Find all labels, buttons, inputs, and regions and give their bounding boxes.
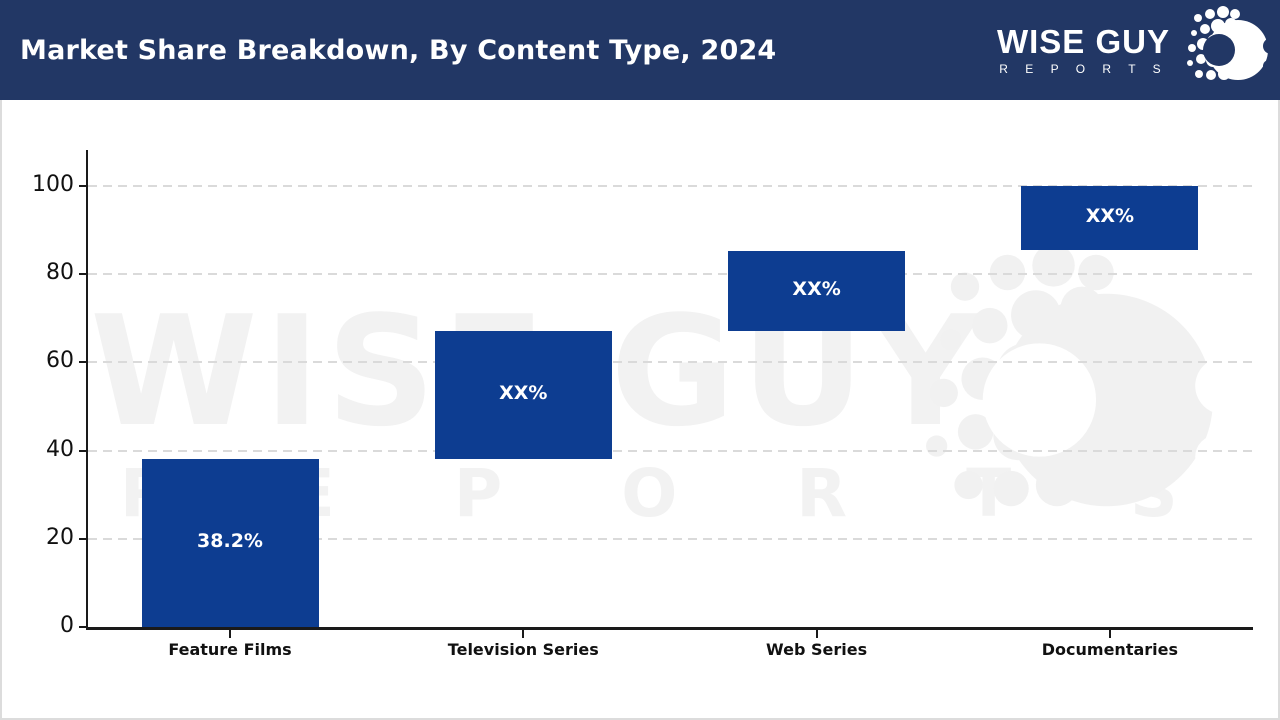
logo-head-icon [1187, 6, 1270, 80]
bar-1: XX% [434, 330, 612, 459]
y-tick-80 [79, 273, 86, 276]
gridline-y-20 [88, 537, 1253, 540]
bar-value-label-1: XX% [499, 381, 548, 404]
bar-2: XX% [728, 250, 906, 331]
frame-border-bottom [0, 718, 1280, 720]
y-tick-label-20: 20 [46, 524, 74, 550]
frame-border-right [1278, 100, 1280, 720]
gridline-y-100 [88, 185, 1253, 187]
gridline-y-80 [88, 273, 1253, 276]
y-tick-100 [79, 185, 86, 187]
header-bar: Market Share Breakdown, By Content Type,… [0, 0, 1280, 100]
y-axis-line [86, 150, 88, 630]
y-tick-20 [79, 537, 86, 540]
wiseguy-logo: WISE GUY R E P O R T S [997, 4, 1270, 96]
y-tick-label-100: 100 [32, 172, 74, 197]
bar-value-label-3: XX% [1085, 204, 1135, 227]
logo-wordmark-block: WISE GUY R E P O R T S [996, 23, 1170, 77]
x-tick-2 [815, 630, 818, 638]
y-tick-label-80: 80 [46, 260, 74, 286]
x-axis-line [86, 627, 1253, 630]
bar-3: XX% [1021, 186, 1199, 250]
x-tick-1 [522, 630, 525, 638]
bar-value-label-0: 38.2% [197, 529, 263, 552]
x-tick-3 [1108, 630, 1111, 638]
bar-0: 38.2% [141, 458, 319, 627]
gridline-y-60 [88, 361, 1253, 364]
page-title: Market Share Breakdown, By Content Type,… [20, 34, 777, 66]
x-category-label-1: Television Series [447, 640, 599, 659]
x-tick-0 [229, 630, 231, 638]
watermark-head-icon [926, 244, 1220, 507]
y-tick-60 [79, 361, 86, 364]
y-tick-label-40: 40 [46, 436, 74, 462]
x-category-label-0: Feature Films [168, 640, 292, 659]
y-tick-40 [79, 449, 86, 452]
bar-value-label-2: XX% [792, 277, 841, 300]
y-tick-label-0: 0 [60, 613, 74, 638]
x-category-label-2: Web Series [766, 640, 868, 659]
logo-subtext: R E P O R T S [999, 62, 1168, 76]
x-category-label-3: Documentaries [1041, 640, 1179, 659]
y-tick-0 [79, 626, 86, 628]
logo-wordmark: WISE GUY [996, 23, 1170, 60]
y-tick-label-60: 60 [46, 348, 74, 374]
gridline-y-40 [88, 449, 1253, 452]
frame-border-left [0, 100, 2, 720]
